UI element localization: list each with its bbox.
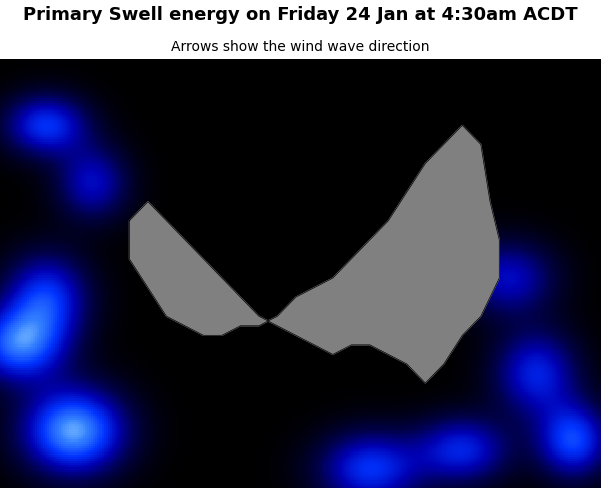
- Text: Primary Swell energy on Friday 24 Jan at 4:30am ACDT: Primary Swell energy on Friday 24 Jan at…: [23, 6, 578, 23]
- Text: Arrows show the wind wave direction: Arrows show the wind wave direction: [171, 40, 430, 54]
- Polygon shape: [129, 125, 499, 383]
